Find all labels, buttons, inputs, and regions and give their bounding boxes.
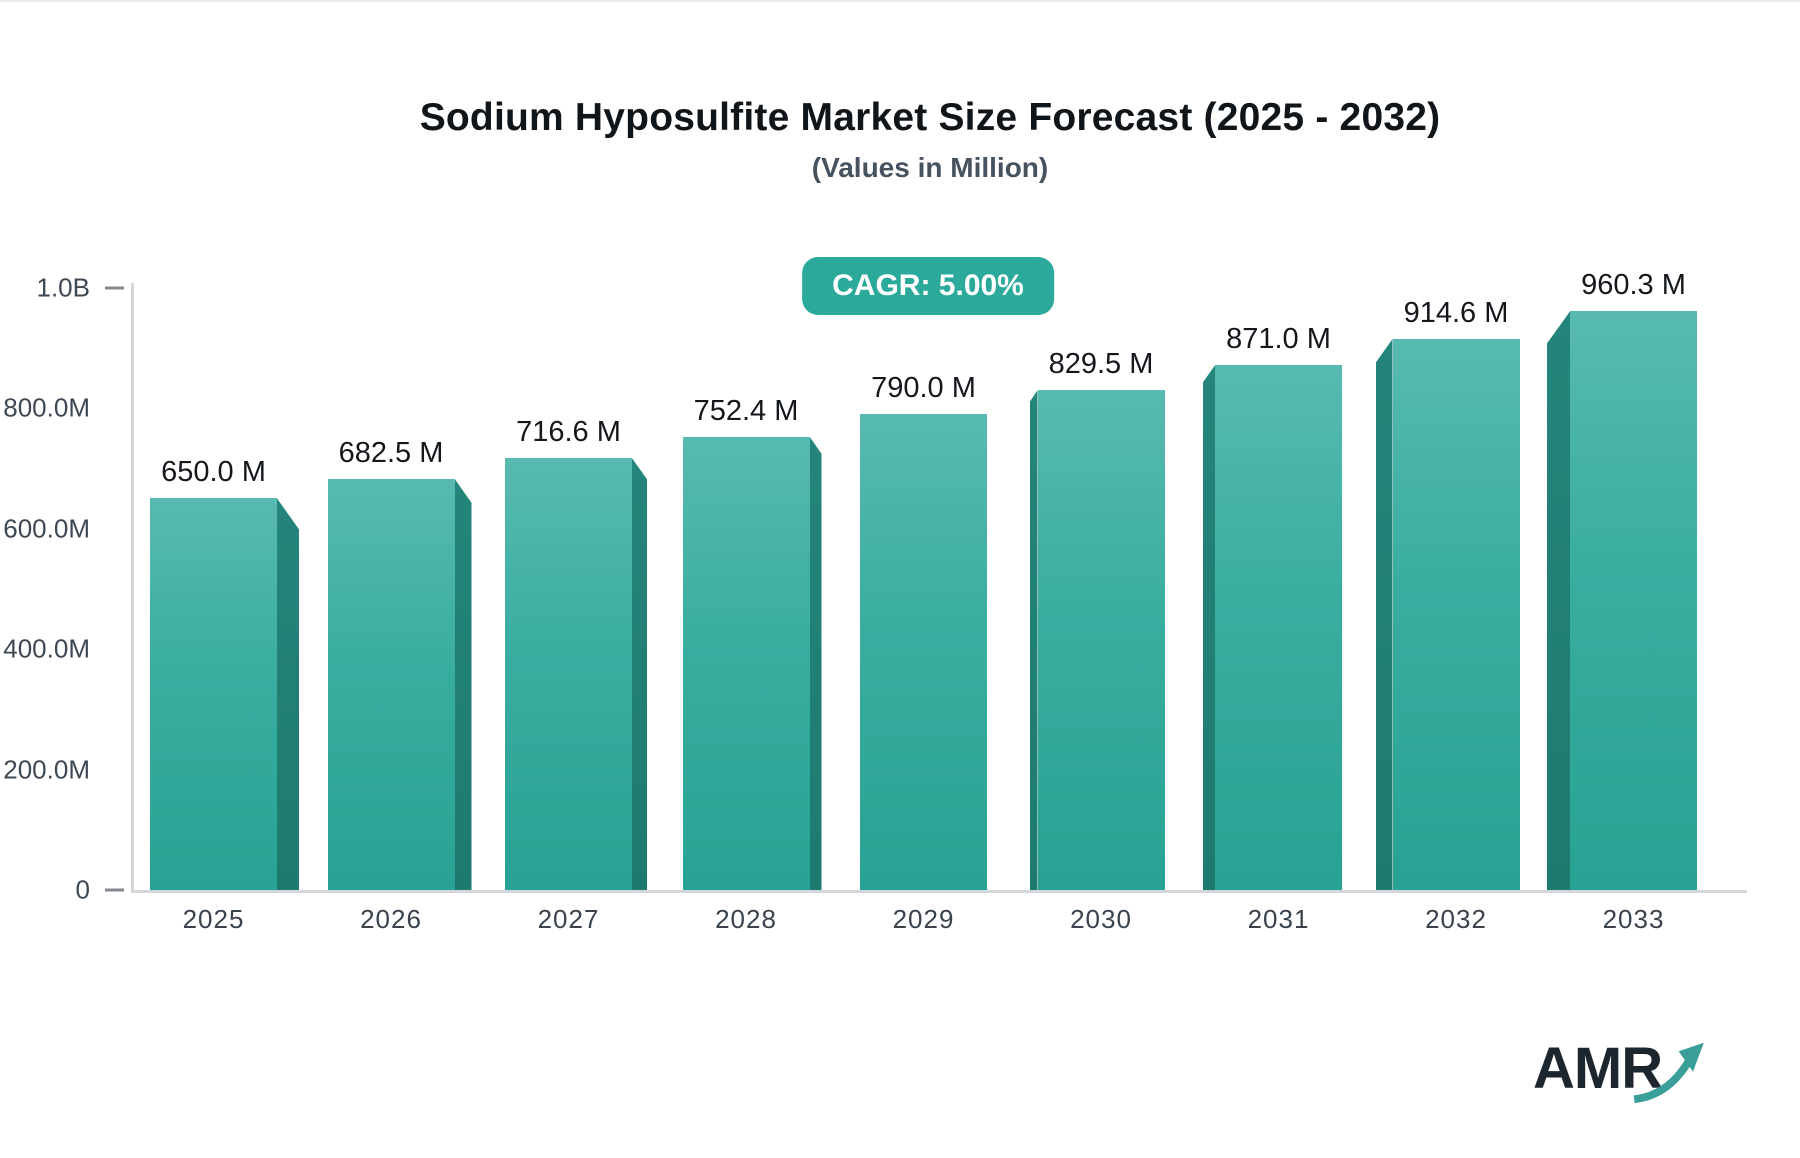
bar-side-3d bbox=[1029, 390, 1038, 890]
bar-side-3d bbox=[632, 458, 647, 890]
bar-2028[interactable] bbox=[682, 436, 822, 890]
bar-side-3d bbox=[454, 478, 472, 890]
bar-2029[interactable] bbox=[860, 414, 987, 890]
x-tick-label: 2033 bbox=[1602, 904, 1665, 934]
bar-value-label: 790.0 M bbox=[871, 372, 976, 405]
bar-side-3d bbox=[1375, 338, 1393, 890]
y-tick-label: 1.0B bbox=[36, 272, 91, 302]
bar-face bbox=[150, 498, 277, 890]
bar-value-label: 960.3 M bbox=[1581, 269, 1686, 302]
x-tick-label: 2026 bbox=[360, 904, 422, 934]
bar-value-label: 829.5 M bbox=[1048, 348, 1154, 381]
x-tick-label: 2032 bbox=[1425, 904, 1487, 934]
cagr-badge: CAGR: 5.00% bbox=[802, 257, 1054, 315]
bar-value-label: 914.6 M bbox=[1403, 296, 1509, 329]
y-tick-label: 200.0M bbox=[3, 754, 90, 784]
y-tick-label: 400.0M bbox=[3, 633, 90, 664]
bar-value-label: 650.0 M bbox=[161, 456, 266, 489]
bar-face bbox=[505, 458, 632, 890]
bar-2032[interactable] bbox=[1375, 338, 1520, 890]
y-axis-line bbox=[131, 283, 134, 893]
chart-subtitle: (Values in Million) bbox=[811, 152, 1049, 183]
bar-face bbox=[1215, 365, 1342, 890]
bar-2026[interactable] bbox=[327, 478, 472, 890]
bar-value-label: 682.5 M bbox=[338, 436, 444, 469]
y-tick-label: 800.0M bbox=[3, 392, 90, 423]
x-axis-line bbox=[131, 890, 1747, 893]
bar-2031[interactable] bbox=[1203, 365, 1342, 890]
bar-2027[interactable] bbox=[505, 458, 647, 890]
amr-logo-text: AMR bbox=[1533, 1036, 1663, 1101]
x-tick-label: 2029 bbox=[892, 904, 955, 934]
bar-face bbox=[1037, 390, 1165, 890]
amr-logo: AMR bbox=[1533, 1040, 1763, 1120]
x-tick-label: 2025 bbox=[182, 904, 245, 934]
bar-face bbox=[1570, 311, 1697, 890]
bar-value-label: 871.0 M bbox=[1226, 323, 1331, 356]
chart-title: Sodium Hyposulfite Market Size Forecast … bbox=[419, 96, 1441, 139]
bar-face bbox=[682, 436, 810, 890]
growth-arrow-icon bbox=[1633, 1042, 1704, 1104]
bar-face bbox=[1392, 338, 1520, 890]
bar-face bbox=[327, 478, 455, 890]
bar-value-label: 752.4 M bbox=[693, 394, 799, 427]
bar-2030[interactable] bbox=[1029, 390, 1165, 890]
x-tick-label: 2027 bbox=[537, 904, 600, 934]
y-tick-label: 0 bbox=[75, 874, 90, 905]
y-tick-mark bbox=[105, 286, 124, 289]
bar-2025[interactable] bbox=[150, 498, 299, 890]
y-tick-label: 600.0M bbox=[3, 513, 90, 543]
bar-side-3d bbox=[1203, 365, 1215, 890]
x-tick-label: 2028 bbox=[715, 904, 777, 934]
bar-face bbox=[860, 414, 987, 890]
bar-side-3d bbox=[809, 436, 822, 890]
bar-side-3d bbox=[1547, 311, 1570, 890]
bar-value-label: 716.6 M bbox=[516, 416, 621, 449]
bar-side-3d bbox=[277, 498, 299, 890]
bar-2033[interactable] bbox=[1547, 311, 1697, 890]
y-tick-mark bbox=[105, 888, 124, 892]
x-tick-label: 2030 bbox=[1070, 904, 1132, 934]
x-tick-label: 2031 bbox=[1247, 904, 1310, 934]
